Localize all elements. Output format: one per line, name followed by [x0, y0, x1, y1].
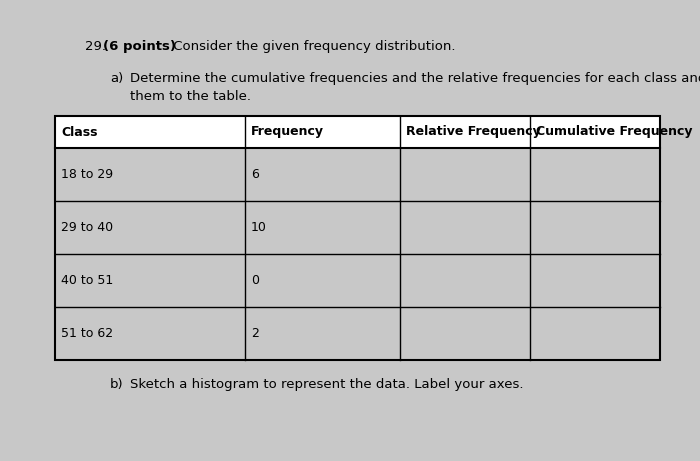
- Text: Consider the given frequency distribution.: Consider the given frequency distributio…: [169, 40, 456, 53]
- Bar: [55, 116, 660, 360]
- Text: 40 to 51: 40 to 51: [61, 274, 113, 287]
- Text: Determine the cumulative frequencies and the relative frequencies for each class: Determine the cumulative frequencies and…: [130, 72, 700, 85]
- Text: 18 to 29: 18 to 29: [61, 168, 113, 181]
- Bar: [55, 201, 660, 254]
- Bar: [55, 116, 660, 148]
- Text: 6: 6: [251, 168, 259, 181]
- Text: Relative Frequency: Relative Frequency: [406, 125, 540, 138]
- Text: 0: 0: [251, 274, 259, 287]
- Text: Frequency: Frequency: [251, 125, 324, 138]
- Bar: [55, 307, 660, 360]
- Text: Cumulative Frequency: Cumulative Frequency: [536, 125, 692, 138]
- Text: 29.: 29.: [85, 40, 111, 53]
- Text: 10: 10: [251, 221, 267, 234]
- Text: 2: 2: [251, 327, 259, 340]
- Bar: [55, 148, 660, 201]
- Text: Sketch a histogram to represent the data. Label your axes.: Sketch a histogram to represent the data…: [130, 378, 524, 391]
- Text: 29 to 40: 29 to 40: [61, 221, 113, 234]
- Text: a): a): [110, 72, 123, 85]
- Text: b): b): [110, 378, 124, 391]
- Text: Class: Class: [61, 125, 97, 138]
- Text: them to the table.: them to the table.: [130, 90, 251, 103]
- Text: 51 to 62: 51 to 62: [61, 327, 113, 340]
- Text: (6 points): (6 points): [103, 40, 176, 53]
- Bar: [55, 254, 660, 307]
